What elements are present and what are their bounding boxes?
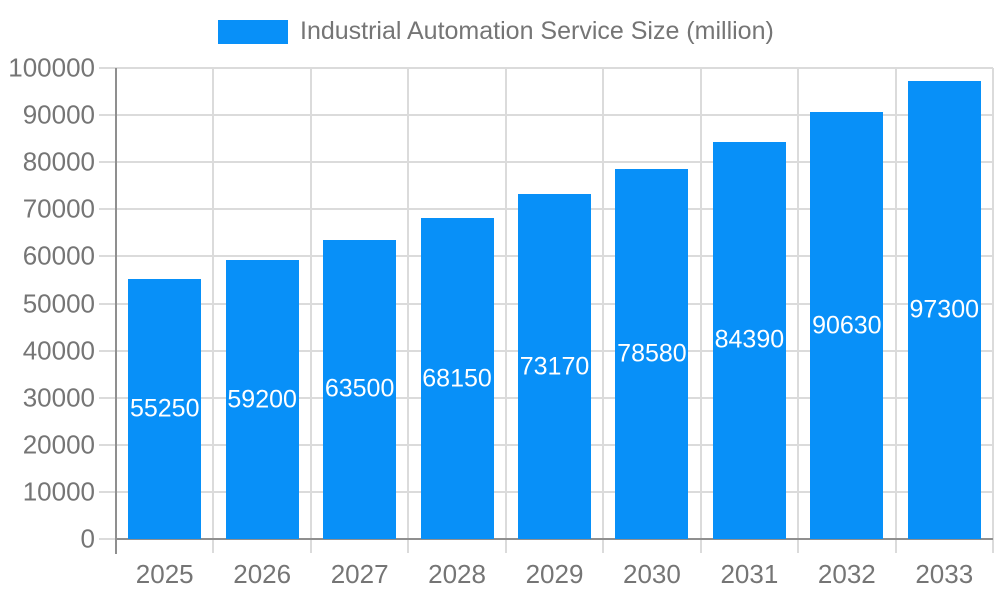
x-axis-tick (602, 539, 605, 553)
y-axis-label: 50000 (22, 287, 95, 318)
bar[interactable] (323, 239, 397, 539)
bar-value-label: 55250 (129, 394, 200, 423)
x-axis-tick (309, 539, 312, 553)
bar[interactable] (420, 218, 494, 539)
h-gridline (116, 161, 993, 164)
y-axis-tick (99, 114, 116, 117)
bar-value-label: 90630 (812, 311, 882, 340)
y-axis-label: 30000 (22, 382, 95, 413)
x-axis-tick (894, 539, 897, 553)
x-axis-label: 2027 (330, 559, 389, 589)
bar[interactable] (907, 80, 981, 539)
bar[interactable] (128, 278, 202, 539)
x-axis-label: 2029 (525, 559, 584, 589)
x-axis-tick (699, 539, 702, 553)
y-axis-label: 100000 (8, 52, 95, 83)
y-axis-label: 90000 (22, 99, 95, 130)
chart-legend[interactable]: Industrial Automation Service Size (mill… (218, 19, 774, 44)
y-axis-tick (99, 302, 116, 305)
bar-value-label: 63500 (324, 374, 395, 403)
x-axis-label: 2031 (720, 559, 779, 589)
bar-value-label: 84390 (714, 325, 785, 354)
v-gridline (894, 68, 897, 539)
y-axis-tick (99, 349, 116, 352)
x-axis-label: 2032 (817, 559, 876, 589)
x-axis-tick (504, 539, 507, 553)
v-gridline (602, 68, 605, 539)
x-axis-label: 2025 (135, 559, 194, 589)
bar[interactable] (518, 194, 591, 539)
x-axis-tick (212, 539, 215, 553)
x-axis-label: 2028 (428, 559, 486, 589)
y-axis-label: 0 (80, 523, 95, 554)
v-gridline (504, 68, 507, 539)
x-axis-tick (407, 539, 410, 553)
bar-value-label: 78580 (617, 339, 687, 368)
legend-label: Industrial Automation Service Size (mill… (300, 17, 774, 45)
y-axis-label: 40000 (22, 335, 95, 366)
bar[interactable] (225, 260, 299, 539)
y-axis-tick (99, 208, 116, 211)
x-axis-tick (797, 539, 800, 553)
v-gridline (309, 68, 312, 539)
bar-value-label: 73170 (519, 352, 590, 381)
y-axis-line (115, 68, 117, 554)
y-axis-tick (99, 161, 116, 164)
x-axis-tick (992, 539, 994, 553)
y-axis-label: 20000 (22, 429, 95, 460)
y-axis-tick (99, 396, 116, 399)
v-gridline (212, 68, 215, 539)
y-axis-tick (99, 538, 116, 540)
y-axis-tick (99, 490, 116, 493)
v-gridline (992, 68, 994, 539)
y-axis-label: 70000 (22, 193, 95, 224)
y-axis-label: 80000 (22, 146, 95, 177)
h-gridline (116, 67, 993, 69)
bar-value-label: 59200 (227, 385, 297, 414)
h-gridline (116, 114, 993, 117)
bar[interactable] (810, 112, 884, 539)
bar[interactable] (615, 168, 689, 539)
y-axis-tick (99, 255, 116, 258)
y-axis-tick (99, 67, 116, 69)
bar[interactable] (712, 141, 786, 539)
x-axis-label: 2030 (623, 559, 681, 589)
legend-swatch (218, 19, 288, 44)
bar-value-label: 97300 (909, 295, 980, 324)
x-axis-label: 2026 (233, 559, 292, 589)
bar-value-label: 68150 (422, 364, 492, 392)
x-axis-label: 2033 (915, 559, 974, 589)
y-axis-tick (99, 443, 116, 446)
x-axis-line (115, 538, 993, 540)
v-gridline (699, 68, 702, 539)
y-axis-label: 10000 (22, 476, 95, 507)
y-axis-label: 60000 (22, 240, 95, 271)
v-gridline (797, 68, 800, 539)
v-gridline (407, 68, 410, 539)
